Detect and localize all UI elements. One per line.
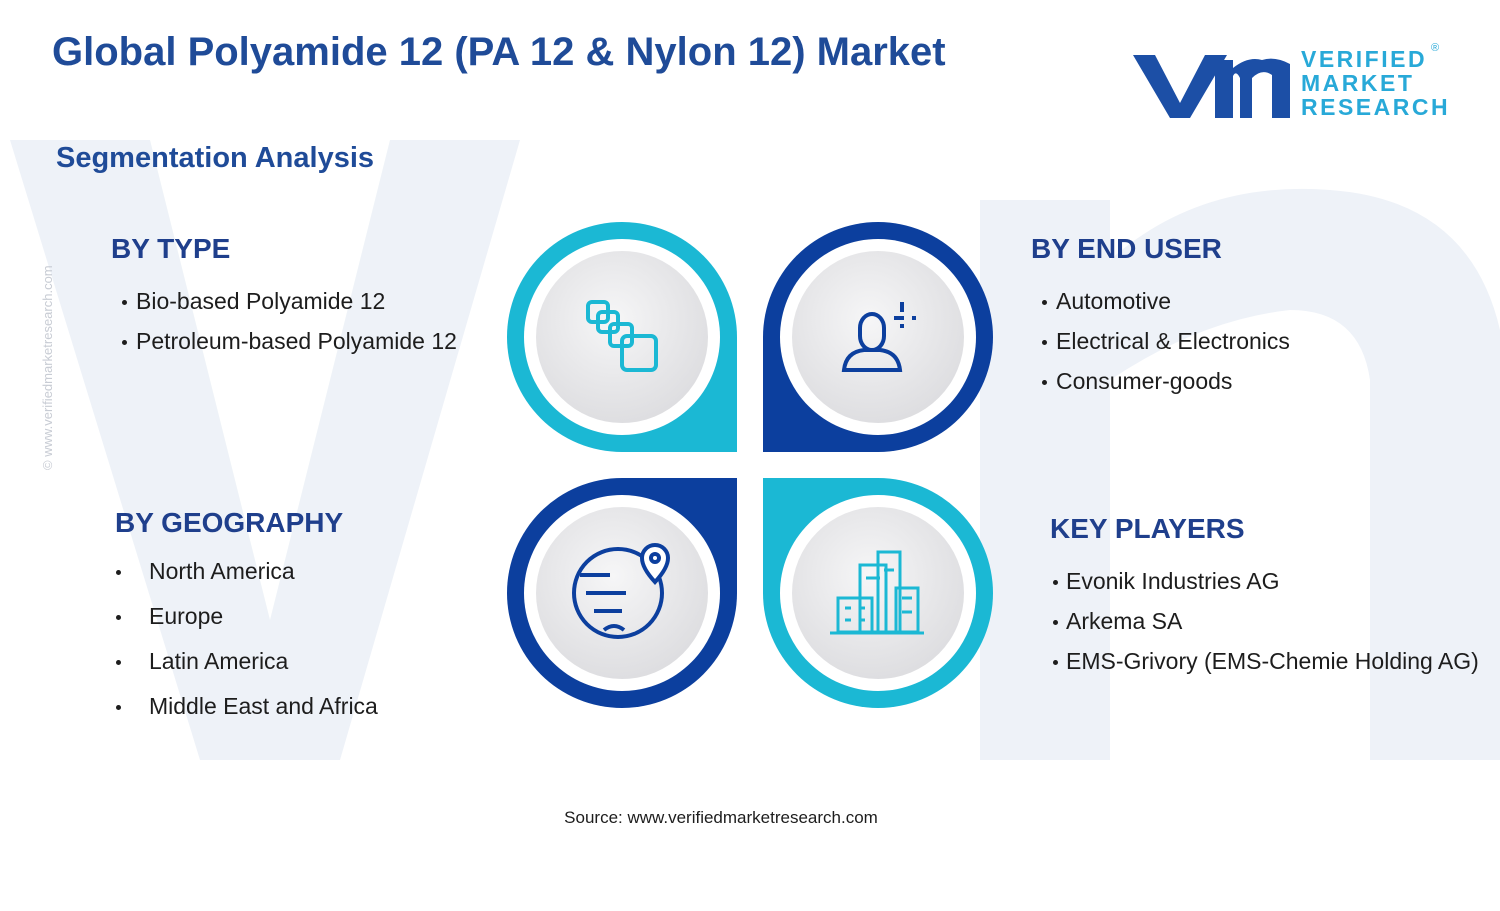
logo-text: RESEARCH <box>1301 94 1451 120</box>
segment-item: Arkema SA <box>1066 608 1183 634</box>
city-icon <box>830 550 924 635</box>
logo-text: VERIFIED <box>1301 46 1428 72</box>
type-icon <box>586 300 658 372</box>
segment-heading: BY GEOGRAPHY <box>115 507 344 538</box>
watermark: © www.verifiedmarketresearch.com <box>40 265 55 470</box>
bullet <box>116 705 121 710</box>
segment-item: Europe <box>149 603 224 629</box>
bullet <box>1053 660 1058 665</box>
bullet <box>1053 620 1058 625</box>
user-icon <box>841 302 916 372</box>
segment-item: Electrical & Electronics <box>1056 328 1290 354</box>
segment-item: North America <box>149 558 295 584</box>
watermark-logo <box>10 140 1500 760</box>
source: Source: www.verifiedmarketresearch.com <box>564 808 878 827</box>
bullet <box>116 660 121 665</box>
segment-item: Petroleum-based Polyamide 12 <box>136 328 457 354</box>
title: Global Polyamide 12 (PA 12 & Nylon 12) M… <box>52 30 946 74</box>
bullet <box>1053 580 1058 585</box>
segment-item: Automotive <box>1056 288 1172 314</box>
logo-mark-symbol: ® <box>1431 42 1440 54</box>
segment-heading: BY TYPE <box>111 233 231 264</box>
segment-heading: KEY PLAYERS <box>1050 513 1245 544</box>
bullet <box>122 340 127 345</box>
segment-graphic <box>507 222 993 708</box>
segment-item: Middle East and Africa <box>149 693 378 719</box>
bullet <box>1042 340 1047 345</box>
segment-heading: BY END USER <box>1031 233 1222 264</box>
logo-text: MARKET <box>1301 70 1415 96</box>
bullet <box>1042 300 1047 305</box>
segment-item: EMS-Grivory (EMS-Chemie Holding AG) <box>1066 648 1479 674</box>
segment-item: Latin America <box>149 648 289 674</box>
bullet <box>122 300 127 305</box>
segment-item: Bio-based Polyamide 12 <box>136 288 386 314</box>
logo-mark <box>1133 55 1290 118</box>
segment-item: Evonik Industries AG <box>1066 568 1280 594</box>
bullet <box>116 570 121 575</box>
bullet <box>116 615 121 620</box>
bullet <box>1042 380 1047 385</box>
globe-icon <box>572 542 671 639</box>
segment-item: Consumer-goods <box>1056 368 1233 394</box>
subtitle: Segmentation Analysis <box>56 142 375 174</box>
